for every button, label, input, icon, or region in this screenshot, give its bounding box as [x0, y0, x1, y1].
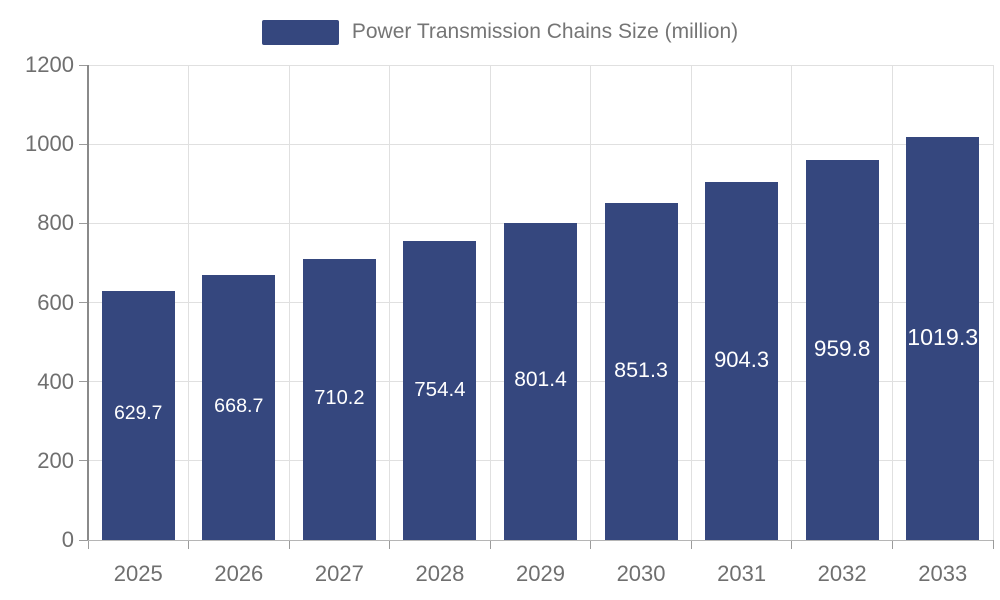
x-axis-tick	[489, 540, 491, 549]
bar	[101, 290, 175, 540]
x-axis-line	[88, 539, 993, 541]
bar-value-label: 851.3	[614, 358, 668, 383]
legend-swatch-icon	[261, 19, 339, 45]
bar	[604, 203, 678, 540]
x-axis-tick-label: 2028	[415, 561, 465, 586]
bar	[504, 222, 577, 540]
gridline-vertical	[791, 65, 793, 540]
gridline-vertical	[389, 65, 391, 540]
x-axis-tick	[690, 540, 692, 549]
bar	[906, 136, 980, 540]
bar-value-label: 710.2	[314, 386, 365, 409]
x-axis-tick	[590, 540, 592, 549]
x-axis-tick-label: 2027	[314, 561, 364, 586]
y-axis-tick	[79, 64, 88, 66]
bar	[403, 241, 477, 540]
chart-legend[interactable]: Power Transmission Chains Size (million)	[0, 18, 1000, 46]
gridline-horizontal	[88, 64, 993, 66]
y-axis-tick	[79, 222, 88, 224]
x-axis-tick	[791, 540, 793, 549]
y-axis-tick	[79, 143, 88, 145]
x-axis-tick-label: 2029	[516, 561, 565, 586]
bar-value-label: 754.4	[414, 377, 466, 401]
y-axis-tick-label: 600	[37, 289, 74, 315]
y-axis-tick	[79, 539, 88, 541]
gridline-vertical	[188, 65, 190, 540]
bar-value-label: 959.8	[813, 336, 871, 362]
x-axis-tick-label: 2025	[113, 561, 163, 586]
bar-value-label: 801.4	[514, 368, 567, 392]
bar	[202, 275, 276, 540]
x-axis-tick-label: 2033	[918, 561, 968, 586]
gridline-vertical	[992, 65, 994, 540]
y-axis-tick-label: 800	[37, 210, 74, 236]
gridline-vertical	[891, 65, 893, 540]
x-axis-tick-label: 2032	[817, 561, 867, 586]
x-axis-tick-label: 2031	[717, 561, 767, 586]
x-axis-tick-label: 2030	[616, 561, 666, 586]
y-axis-line	[87, 65, 89, 540]
bar	[302, 258, 376, 540]
gridline-vertical	[590, 65, 592, 540]
legend-label: Power Transmission Chains Size (million)	[351, 20, 739, 43]
gridline-vertical	[288, 65, 290, 540]
x-axis-tick	[87, 540, 89, 549]
y-axis-tick-label: 1200	[25, 52, 74, 77]
gridline-horizontal	[88, 143, 993, 145]
x-axis-tick	[891, 540, 893, 549]
x-axis-tick	[389, 540, 391, 549]
y-axis-tick-label: 0	[61, 527, 74, 552]
x-axis-tick	[288, 540, 290, 549]
bar-value-label: 668.7	[214, 395, 264, 418]
gridline-vertical	[690, 65, 692, 540]
bar-value-label: 1019.3	[907, 323, 979, 350]
y-axis-tick-label: 400	[37, 368, 74, 394]
y-axis-tick	[79, 302, 88, 303]
y-axis-tick	[79, 381, 88, 383]
gridline-vertical	[489, 65, 491, 540]
bar-value-label: 904.3	[714, 347, 770, 373]
y-axis-tick-label: 1000	[25, 131, 74, 157]
x-axis-tick	[188, 540, 190, 549]
bar-value-label: 629.7	[114, 403, 163, 425]
x-axis-tick	[992, 540, 994, 549]
y-axis-tick	[79, 460, 88, 462]
bar	[805, 160, 879, 540]
x-axis-tick-label: 2026	[214, 561, 264, 586]
y-axis-tick-label: 200	[37, 447, 74, 473]
bar	[705, 182, 779, 540]
